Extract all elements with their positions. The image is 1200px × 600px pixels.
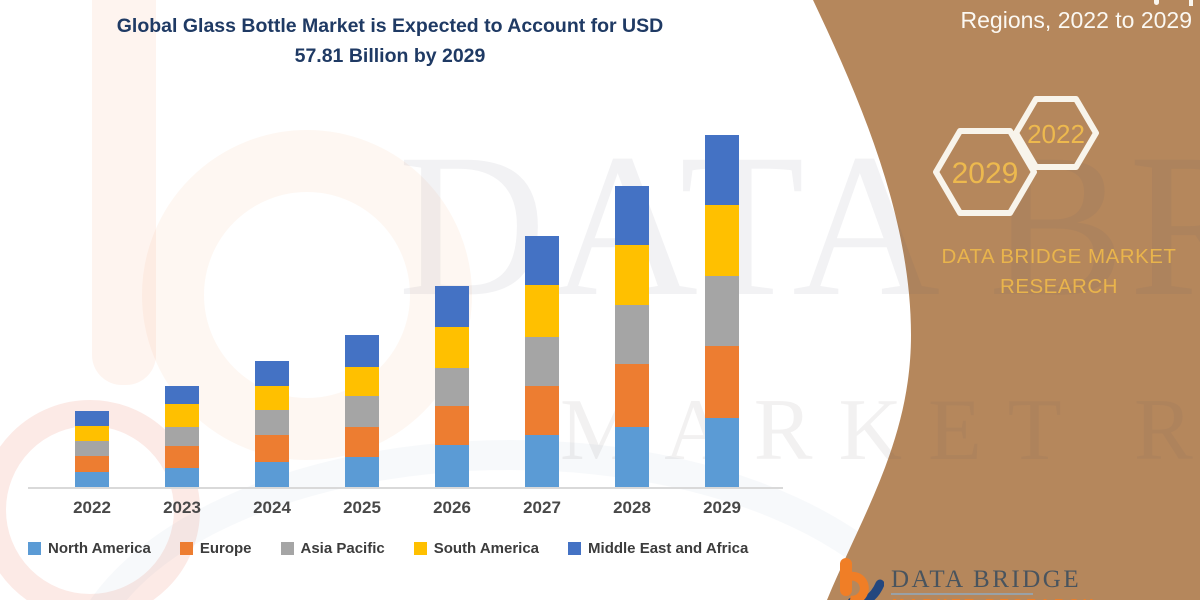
legend-label: Europe: [199, 540, 252, 557]
data-bridge-logo: [840, 558, 884, 600]
legend-marker: [280, 542, 294, 555]
legend-label: Asia Pacific: [300, 540, 385, 557]
hexagon-2029-label: 2029: [952, 157, 1019, 190]
legend-marker: [28, 542, 41, 555]
sidebar-heading: Regions, 2022 to 2029: [960, 7, 1192, 33]
hexagon-2029: [933, 128, 1037, 216]
footer-brand-text: DATA BRIDGE: [891, 566, 1082, 593]
legend-marker: [568, 542, 582, 555]
chart-title-line2: 57.81 Billion by 2029: [294, 45, 486, 67]
legend-label: South America: [433, 540, 540, 557]
clipped-text-fragment: [1154, 0, 1159, 5]
legend-label: Middle East and Africa: [588, 540, 749, 557]
legend-item-south-america: South America: [413, 540, 540, 557]
sidebar-brand-text: DATA BRIDGE MARKET RESEARCH: [941, 245, 1177, 298]
brand-watermark-text-2: MARKET RESEARCH: [560, 382, 1200, 479]
legend-marker: [179, 542, 193, 555]
legend-marker: [413, 542, 427, 555]
legend-item-asia-pacific: Asia Pacific: [280, 540, 385, 557]
legend-item-north-america: North America: [28, 540, 151, 557]
hexagon-2022: [1013, 96, 1099, 170]
legend-item-europe: Europe: [179, 540, 252, 557]
x-axis-line: [28, 487, 783, 489]
sidebar-brown-polygon: [813, 0, 1200, 600]
chart-title-line1: Global Glass Bottle Market is Expected t…: [116, 15, 664, 37]
legend-label: North America: [48, 540, 151, 557]
hexagon-2022-label: 2022: [1027, 119, 1085, 149]
clipped-text-fragment: [1189, 0, 1193, 6]
footer-tagline-clipped: MARKET RESEARCH: [892, 596, 1097, 600]
chart-legend: North America Europe Asia Pacific South Ame…: [28, 540, 748, 557]
chart-title: Global Glass Bottle Market is Expected t…: [40, 11, 740, 71]
legend-item-middle-east-and-africa: Middle East and Africa: [568, 540, 748, 557]
footer-underline: [891, 593, 1033, 595]
